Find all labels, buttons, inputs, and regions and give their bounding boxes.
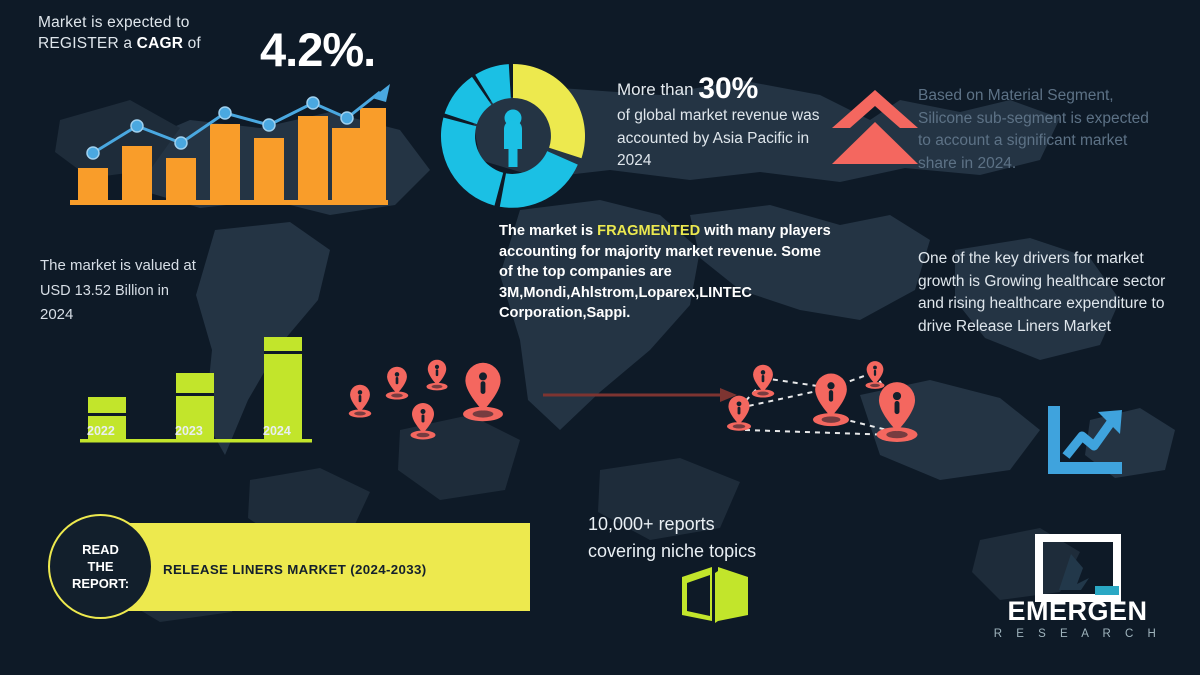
apac-percent: 30%	[698, 72, 759, 105]
valuation-caption: The market is valued at	[40, 257, 196, 274]
donut-segment-row-2	[440, 117, 504, 206]
growth-chart-bars	[78, 108, 386, 200]
cagr-value: 4.2%.	[260, 23, 376, 76]
read-the-report-text: READ THE REPORT:	[72, 541, 129, 592]
valuation-bars	[88, 337, 302, 439]
growth-chart-points	[86, 96, 354, 160]
reports-line2: covering niche topics	[588, 541, 757, 561]
donut-segment-row-4	[475, 64, 511, 104]
apac-description: of global market revenue was accounted b…	[617, 107, 820, 169]
growth-chart-baseline	[70, 200, 388, 205]
fragmented-body: with many players accounting for majorit…	[499, 223, 831, 321]
market-driver-block: One of the key drivers for market growth…	[918, 250, 1166, 335]
apac-headline: More than 30%	[617, 74, 832, 104]
valuation-baseline	[80, 439, 312, 443]
apac-prefix: More than	[617, 80, 699, 99]
emergen-logo-subtitle: R E S E A R C H	[993, 628, 1162, 640]
donut-segment-row-3	[444, 76, 492, 125]
market-expansion-illustration	[335, 350, 925, 470]
valuation-amount: USD 13.52 Billion	[40, 283, 154, 299]
badge-line1: READ	[82, 542, 119, 557]
growth-arrow-chart-icon	[1040, 400, 1130, 480]
badge-line2: THE	[87, 559, 114, 574]
open-book-icon	[678, 563, 752, 625]
reports-line1: 10,000+ reports	[588, 514, 715, 534]
report-title[interactable]: RELEASE LINERS MARKET (2024-2033)	[163, 562, 427, 577]
material-segment-block: Based on Material Segment, Silicone sub-…	[918, 87, 1149, 172]
valuation-xtick-2022: 2022	[87, 424, 115, 438]
read-report-bar[interactable]	[110, 523, 530, 611]
cagr-keyword: CAGR	[136, 35, 184, 52]
growth-chart-arrowhead	[372, 84, 390, 102]
valuation-xtick-2023: 2023	[175, 424, 203, 438]
fragmented-prefix: The market is	[499, 223, 598, 239]
emergen-logo-mark	[985, 528, 1170, 646]
emergen-logo-name: EMERGEN	[1007, 596, 1148, 626]
fragmented-market-block: The market is FRAGMENTED with many playe…	[499, 221, 834, 324]
apac-revenue-block: More than 30% of global market revenue w…	[617, 74, 832, 173]
regional-share-donut-chart	[437, 60, 589, 212]
cagr-line1: Market is expected to	[38, 14, 190, 31]
donut-segment-row-1	[499, 151, 578, 208]
cagr-text: Market is expected to REGISTER a CAGR of	[38, 12, 398, 54]
person-icon	[504, 109, 522, 167]
connected-pins-group	[727, 361, 918, 442]
double-chevron-up-icon	[830, 88, 920, 168]
valuation-year: 2024	[40, 306, 74, 323]
badge-line3: REPORT:	[71, 576, 130, 591]
valuation-amount-row: USD 13.52 Billion in	[40, 276, 310, 304]
valuation-bar-chart	[70, 335, 320, 445]
cagr-headline: Market is expected to REGISTER a CAGR of…	[38, 12, 398, 73]
cagr-line2-suffix: of	[183, 35, 201, 52]
read-the-report-badge[interactable]: READ THE REPORT:	[48, 514, 153, 619]
scattered-pins-group	[348, 359, 503, 440]
market-valuation-block: The market is valued at USD 13.52 Billio…	[40, 255, 310, 325]
fragmented-keyword: FRAGMENTED	[597, 223, 701, 239]
valuation-in: in	[153, 283, 169, 299]
cagr-line2-prefix: REGISTER a	[38, 35, 137, 52]
reports-count-block: 10,000+ reports covering niche topics	[588, 511, 818, 565]
market-growth-chart	[60, 80, 390, 210]
valuation-xtick-2024: 2024	[263, 424, 291, 438]
donut-segment-asia-pacific	[513, 64, 586, 159]
transition-arrow-icon	[543, 388, 737, 402]
